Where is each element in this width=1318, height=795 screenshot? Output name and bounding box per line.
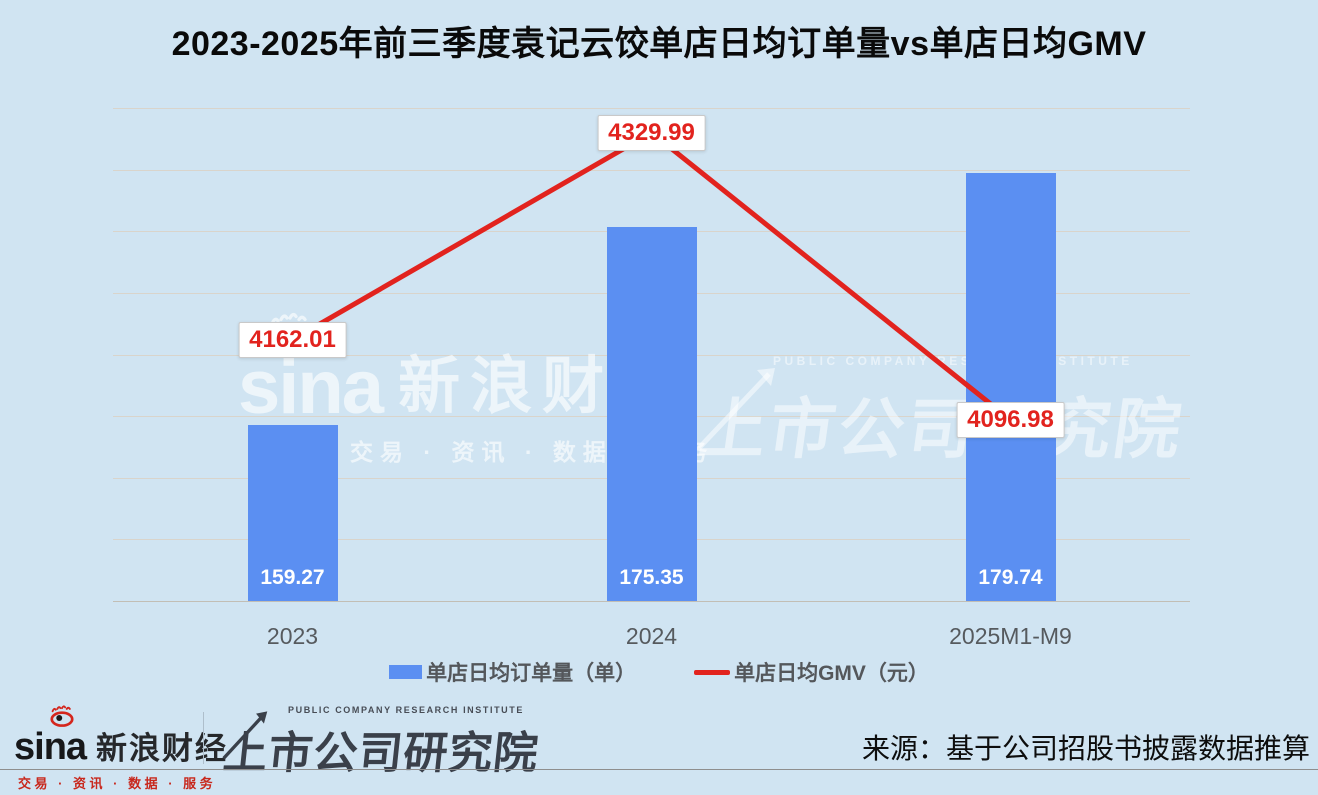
footer-sina-word: sina [14, 726, 87, 768]
footer-institute-logo: PUBLIC COMPANY RESEARCH INSTITUTE 上市公司研究… [221, 705, 541, 781]
bar-2025M1-M9: 179.74 [965, 172, 1056, 601]
footer-sina-tagline: 交易 · 资讯 · 数据 · 服务 [18, 776, 217, 791]
footer-divider [203, 712, 204, 764]
gmv-point-label: 4096.98 [956, 401, 1065, 438]
footer-sina-logo: sina 新浪财经 交易 · 资讯 · 数据 · 服务 [14, 704, 228, 792]
chart-title: 2023-2025年前三季度袁记云饺单店日均订单量vs单店日均GMV [171, 25, 1147, 63]
legend-item-orders: 单店日均订单量（单） [389, 657, 636, 687]
footer-sina-cn: 新浪财经 [96, 731, 229, 766]
x-axis-label: 2023 [266, 623, 319, 649]
bar-value-label: 159.27 [260, 566, 325, 589]
legend-bar-swatch [389, 665, 423, 679]
legend-bar-label: 单店日均订单量（单） [426, 662, 637, 685]
sina-eye-icon [50, 705, 74, 727]
gmv-point-label: 4329.99 [597, 114, 706, 151]
footer-institute-cn: 上市公司研究院 [220, 729, 542, 778]
source-note: 来源：基于公司招股书披露数据推算 [861, 733, 1310, 764]
plot-area: sina 新浪财经 交易 · 资讯 · 数据 · 服务 PUBLIC COMPA… [113, 108, 1190, 649]
legend-item-gmv: 单店日均GMV（元） [694, 657, 929, 687]
x-axis-label: 2025M1-M9 [949, 623, 1072, 649]
legend-line-label: 单店日均GMV（元） [734, 662, 929, 685]
bar-value-label: 175.35 [619, 566, 684, 589]
institute-arrow-icon [697, 368, 775, 450]
institute-arrow-icon [222, 711, 268, 760]
gridline [113, 108, 1190, 109]
gmv-point-label: 4162.01 [238, 321, 347, 358]
bar-2024: 175.35 [606, 226, 697, 601]
legend-line-swatch [694, 669, 731, 675]
watermark-sina-word: sina [238, 345, 384, 430]
bar-value-label: 179.74 [978, 566, 1043, 589]
chart-legend: 单店日均订单量（单） 单店日均GMV（元） [0, 657, 1318, 687]
gridline [113, 601, 1190, 602]
footer-rule [0, 769, 1318, 770]
footer-institute-en: PUBLIC COMPANY RESEARCH INSTITUTE [288, 705, 524, 715]
gridline [113, 169, 1190, 171]
bar-2023: 159.27 [247, 425, 338, 601]
x-axis-label: 2024 [625, 623, 678, 649]
